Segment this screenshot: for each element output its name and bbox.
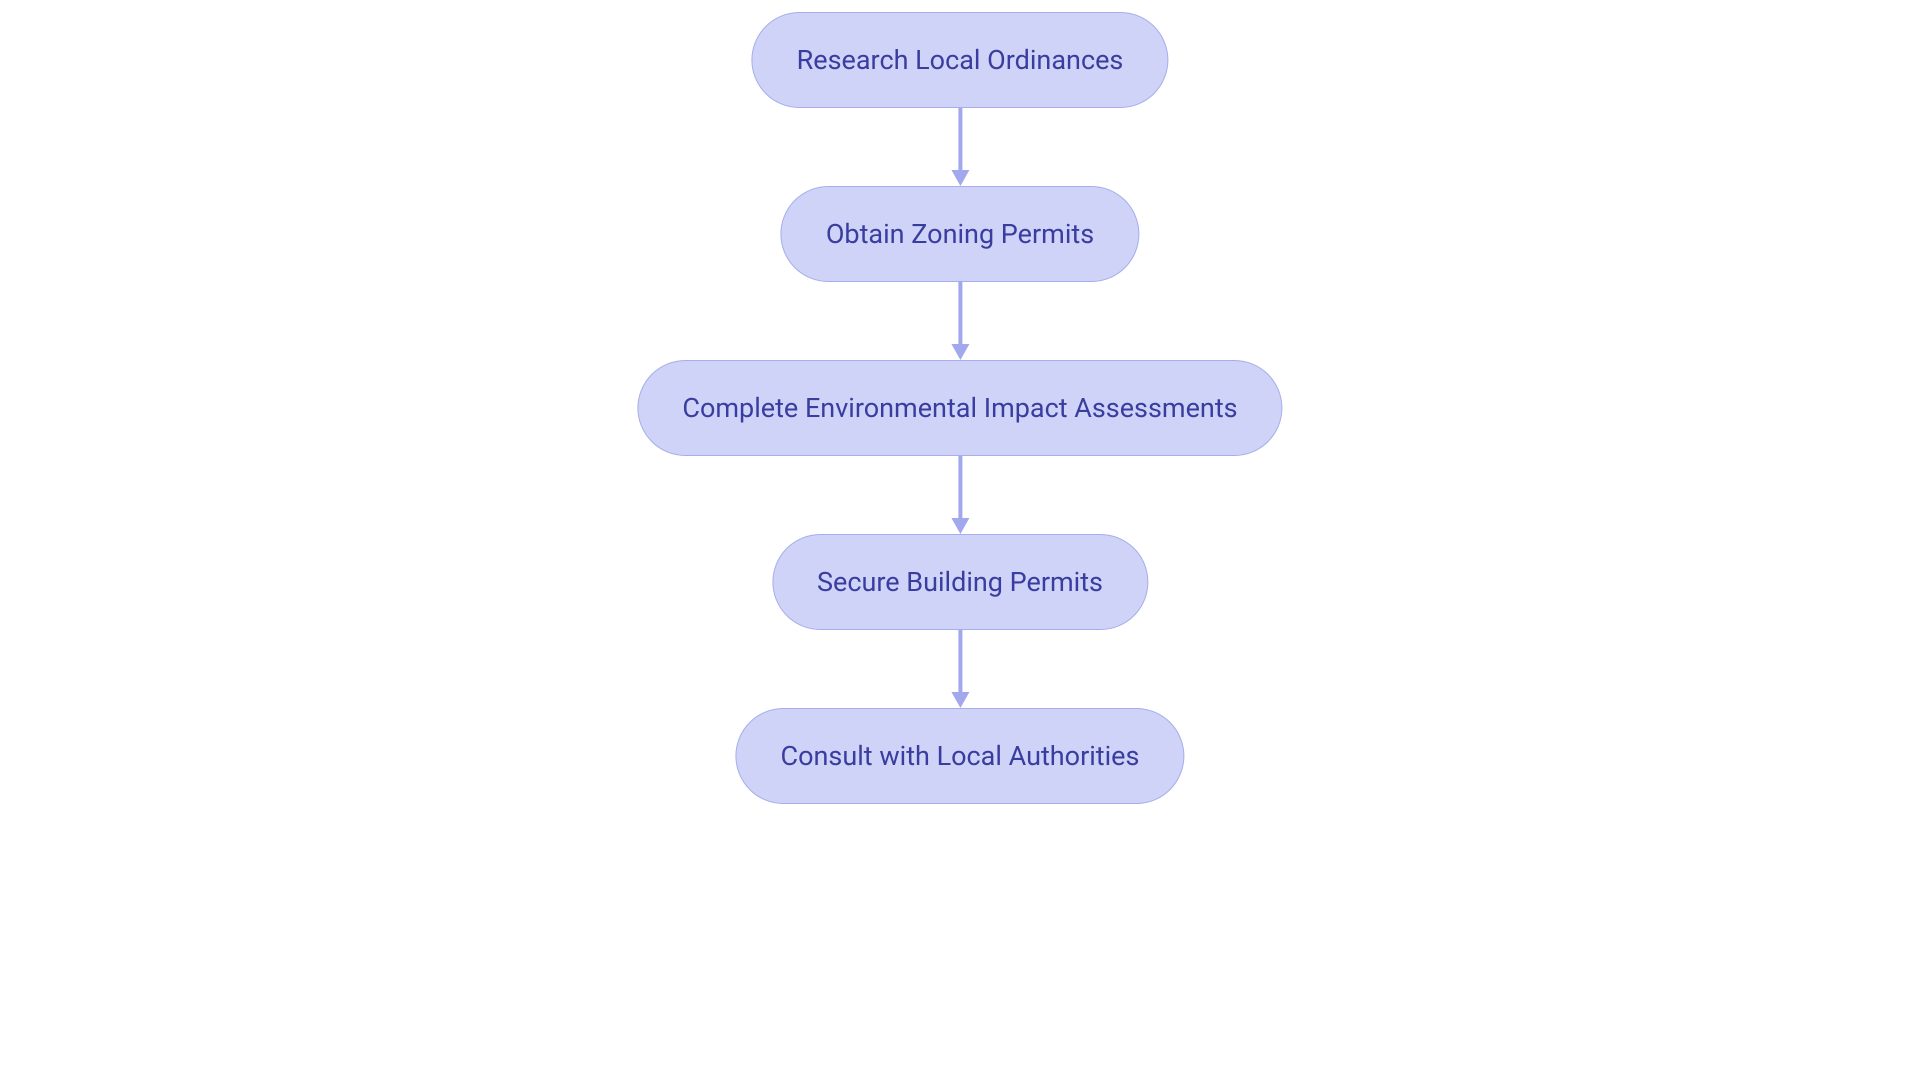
flowchart-node: Obtain Zoning Permits <box>781 186 1139 282</box>
node-label: Secure Building Permits <box>817 566 1103 598</box>
node-label: Consult with Local Authorities <box>781 740 1140 772</box>
flowchart-node: Research Local Ordinances <box>752 12 1169 108</box>
flowchart-arrow <box>949 282 971 360</box>
node-label: Obtain Zoning Permits <box>826 218 1094 250</box>
node-label: Complete Environmental Impact Assessment… <box>682 392 1237 424</box>
flowchart-arrow <box>949 108 971 186</box>
node-label: Research Local Ordinances <box>797 44 1124 76</box>
flowchart-container: Research Local Ordinances Obtain Zoning … <box>637 12 1282 804</box>
flowchart-node: Complete Environmental Impact Assessment… <box>637 360 1282 456</box>
flowchart-node: Consult with Local Authorities <box>736 708 1185 804</box>
flowchart-arrow <box>949 456 971 534</box>
flowchart-node: Secure Building Permits <box>772 534 1148 630</box>
flowchart-arrow <box>949 630 971 708</box>
